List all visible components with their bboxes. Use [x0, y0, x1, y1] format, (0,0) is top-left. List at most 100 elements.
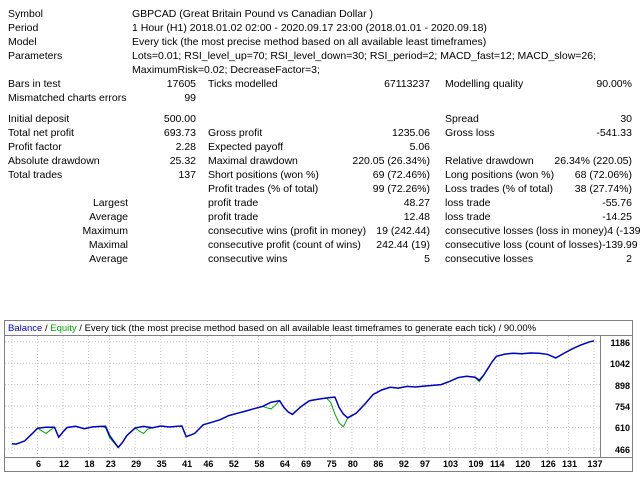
stat-value: 68 (72.06%) — [574, 169, 632, 181]
stat-value: 4 (-139.99) — [607, 225, 640, 237]
report-row: Absolute drawdown 25.32 Maximal drawdown 22… — [0, 154, 640, 168]
y-axis-label: 1186 — [610, 337, 630, 348]
stat-pair: profit trade 12.48 — [196, 210, 430, 224]
stat-pair: Spread 30 — [430, 112, 632, 126]
stat-label: Expected payoff — [208, 141, 284, 153]
stat-pair: consecutive wins 5 — [196, 252, 430, 266]
stat-label: consecutive losses — [445, 253, 534, 265]
stat-label: consecutive wins — [208, 253, 288, 265]
row-label: Profit factor — [8, 141, 62, 153]
y-axis-label: 610 — [614, 423, 630, 434]
y-axis-label: 1042 — [609, 359, 630, 370]
row-value — [132, 224, 196, 238]
stat-value: 48.27 — [403, 197, 430, 209]
stat-label: profit trade — [208, 197, 259, 209]
stat-label — [430, 91, 445, 105]
x-axis-label: 137 — [587, 459, 603, 469]
chart-canvas — [5, 336, 600, 455]
y-axis-label: 466 — [614, 444, 630, 455]
row-value: 693.73 — [163, 127, 196, 139]
stat-pair: Long positions (won %) 68 (72.06%) — [430, 168, 632, 182]
x-axis-label: 6 — [35, 459, 41, 469]
x-axis-label: 109 — [468, 459, 484, 469]
stat-label: Maximal drawdown — [208, 155, 298, 167]
row-label: Absolute drawdown — [8, 155, 100, 167]
stat-pair: loss trade -14.25 — [430, 210, 632, 224]
x-axis-label: 131 — [561, 459, 578, 469]
row-label: Average — [89, 211, 128, 223]
stat-label: profit trade — [208, 211, 259, 223]
caption-model-text: / Every tick (the most precise method ba… — [76, 322, 537, 334]
stat-value: 220.05 (26.34%) — [352, 155, 430, 167]
row-value: 137 — [178, 169, 196, 181]
x-axis-label: 29 — [131, 459, 142, 469]
row-value: Every tick (the most precise method base… — [132, 36, 487, 48]
stat-value: 26.34% (220.05) — [554, 155, 632, 167]
stat-value: 19 (242.44) — [376, 225, 430, 237]
stat-value: 242.44 (19) — [376, 239, 430, 251]
x-axis-label: 126 — [540, 459, 556, 469]
balance-equity-chart: Balance / Equity / Every tick (the most … — [4, 320, 633, 472]
report-row: Model Every tick (the most precise method… — [0, 35, 640, 49]
stat-value: 69 (72.46%) — [372, 169, 430, 181]
stat-label: consecutive losses (loss in money) — [445, 225, 608, 237]
stat-pair: Modelling quality 90.00% — [430, 77, 632, 91]
report-row: Profit trades (% of total) 99 (72.26%) Los… — [0, 182, 640, 196]
stat-pair: consecutive losses 2 — [430, 252, 632, 266]
stat-label: Ticks modelled — [208, 78, 278, 90]
x-axis-label: 103 — [443, 459, 459, 469]
x-axis-label: 86 — [373, 459, 384, 469]
row-value: 1 Hour (H1) 2018.01.02 02:00 - 2020.09.1… — [132, 22, 487, 34]
row-value: 99 — [184, 92, 196, 104]
stat-label — [196, 112, 208, 126]
stat-value: -55.76 — [602, 197, 632, 209]
report-row: Profit factor 2.28 Expected payoff 5.06 — [0, 140, 640, 154]
row-value — [132, 196, 196, 210]
row-label: Period — [8, 22, 39, 34]
report-row: Mismatched charts errors 99 — [0, 91, 640, 105]
caption-separator: / — [42, 322, 51, 334]
x-axis-label: 69 — [301, 459, 312, 469]
stat-label — [196, 91, 208, 105]
stat-pair: Gross profit 1235.06 — [196, 126, 430, 140]
row-label: Maximal — [88, 239, 128, 251]
row-label: Total net profit — [8, 127, 74, 139]
x-axis-label: 75 — [326, 459, 337, 469]
y-axis-label: 898 — [614, 380, 630, 391]
stat-label: consecutive profit (count of wins) — [208, 239, 361, 251]
stat-pair: consecutive profit (count of wins) 242.44… — [196, 238, 430, 252]
row-value: 25.32 — [169, 155, 196, 167]
balance-line — [11, 340, 595, 449]
row-value — [132, 210, 196, 224]
stat-pair: consecutive loss (count of losses) -139.9… — [430, 238, 640, 252]
stat-value: 90.00% — [596, 78, 632, 90]
row-value: 2.28 — [175, 141, 196, 153]
stat-pair: Maximal drawdown 220.05 (26.34%) — [196, 154, 430, 168]
stat-pair: consecutive wins (profit in money) 19 (24… — [196, 224, 430, 238]
report-row: Maximal consecutive profit (count of wins… — [0, 238, 640, 252]
stat-pair: loss trade -55.76 — [430, 196, 632, 210]
x-axis-label: 120 — [515, 459, 531, 469]
report-row: Initial deposit 500.00 Spread 30 — [0, 112, 640, 126]
x-axis-label: 46 — [203, 459, 214, 469]
stat-value: 38 (27.74%) — [574, 183, 632, 195]
x-axis-label: 58 — [254, 459, 265, 469]
equity-legend-label: Equity — [50, 322, 77, 334]
row-value — [132, 238, 196, 252]
stat-label: Short positions (won %) — [208, 169, 319, 181]
x-axis-label: 80 — [347, 459, 358, 469]
report-row: Total net profit 693.73 Gross profit 1235.0… — [0, 126, 640, 140]
report-row: Total trades 137 Short positions (won %) 69… — [0, 168, 640, 182]
row-value: GBPCAD (Great Britain Pound vs Canadian … — [132, 8, 374, 20]
y-axis: 1186 1042 898 754 610 466 — [601, 336, 632, 457]
x-axis-label: 114 — [490, 459, 505, 469]
stat-label: Profit trades (% of total) — [208, 183, 319, 195]
stat-pair: Gross loss -541.33 — [430, 126, 632, 140]
stat-value: 12.48 — [403, 211, 430, 223]
stat-value: -139.99 (4) — [602, 239, 640, 251]
stat-pair — [196, 112, 430, 126]
stat-label: Loss trades (% of total) — [445, 183, 553, 195]
stat-label: loss trade — [445, 211, 491, 223]
stat-pair: Relative drawdown 26.34% (220.05) — [430, 154, 632, 168]
